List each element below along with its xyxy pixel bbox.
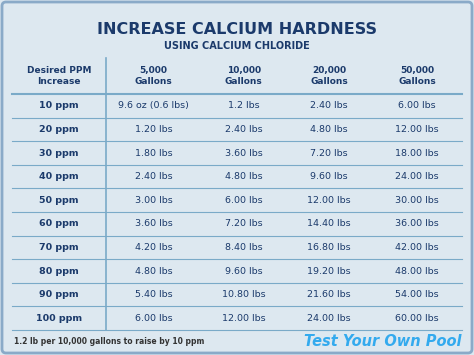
Text: 10.80 lbs: 10.80 lbs <box>222 290 265 299</box>
Text: 36.00 lbs: 36.00 lbs <box>395 219 439 228</box>
Text: 24.00 lbs: 24.00 lbs <box>395 172 439 181</box>
Text: 7.20 lbs: 7.20 lbs <box>310 148 348 158</box>
Text: 2.40 lbs: 2.40 lbs <box>310 101 348 110</box>
Text: 3.60 lbs: 3.60 lbs <box>135 219 173 228</box>
Text: 3.60 lbs: 3.60 lbs <box>225 148 263 158</box>
Text: 20,000
Gallons: 20,000 Gallons <box>310 66 348 86</box>
Text: 19.20 lbs: 19.20 lbs <box>308 267 351 275</box>
Text: 7.20 lbs: 7.20 lbs <box>225 219 263 228</box>
Text: 12.00 lbs: 12.00 lbs <box>308 196 351 205</box>
Text: 5.40 lbs: 5.40 lbs <box>135 290 173 299</box>
Text: 54.00 lbs: 54.00 lbs <box>395 290 439 299</box>
Text: 48.00 lbs: 48.00 lbs <box>395 267 439 275</box>
Text: 80 ppm: 80 ppm <box>39 267 79 275</box>
Text: 18.00 lbs: 18.00 lbs <box>395 148 439 158</box>
Text: 9.60 lbs: 9.60 lbs <box>225 267 263 275</box>
Text: 50 ppm: 50 ppm <box>39 196 79 205</box>
Text: 4.80 lbs: 4.80 lbs <box>225 172 263 181</box>
Text: USING CALCIUM CHLORIDE: USING CALCIUM CHLORIDE <box>164 41 310 51</box>
Text: 10,000
Gallons: 10,000 Gallons <box>225 66 263 86</box>
Text: 6.00 lbs: 6.00 lbs <box>398 101 436 110</box>
Text: 4.80 lbs: 4.80 lbs <box>310 125 348 134</box>
Text: 1.2 lbs: 1.2 lbs <box>228 101 260 110</box>
Text: 60.00 lbs: 60.00 lbs <box>395 314 439 323</box>
Text: 2.40 lbs: 2.40 lbs <box>135 172 173 181</box>
Text: 24.00 lbs: 24.00 lbs <box>308 314 351 323</box>
Text: 2.40 lbs: 2.40 lbs <box>225 125 263 134</box>
Text: 30 ppm: 30 ppm <box>39 148 79 158</box>
Text: 1.2 lb per 10,000 gallons to raise by 10 ppm: 1.2 lb per 10,000 gallons to raise by 10… <box>14 338 204 346</box>
Text: Desired PPM
Increase: Desired PPM Increase <box>27 66 91 86</box>
Text: 40 ppm: 40 ppm <box>39 172 79 181</box>
Text: 60 ppm: 60 ppm <box>39 219 79 228</box>
Text: 3.00 lbs: 3.00 lbs <box>135 196 173 205</box>
Text: 9.60 lbs: 9.60 lbs <box>310 172 348 181</box>
Text: 8.40 lbs: 8.40 lbs <box>225 243 263 252</box>
Text: Test Your Own Pool: Test Your Own Pool <box>304 334 462 350</box>
Text: 70 ppm: 70 ppm <box>39 243 79 252</box>
Text: 21.60 lbs: 21.60 lbs <box>308 290 351 299</box>
Text: 4.80 lbs: 4.80 lbs <box>135 267 173 275</box>
Text: 12.00 lbs: 12.00 lbs <box>395 125 439 134</box>
Text: 5,000
Gallons: 5,000 Gallons <box>135 66 173 86</box>
Text: 12.00 lbs: 12.00 lbs <box>222 314 265 323</box>
Text: 42.00 lbs: 42.00 lbs <box>395 243 439 252</box>
Text: 16.80 lbs: 16.80 lbs <box>308 243 351 252</box>
Text: INCREASE CALCIUM HARDNESS: INCREASE CALCIUM HARDNESS <box>97 22 377 37</box>
Text: 100 ppm: 100 ppm <box>36 314 82 323</box>
Text: 14.40 lbs: 14.40 lbs <box>308 219 351 228</box>
Text: 1.80 lbs: 1.80 lbs <box>135 148 173 158</box>
Text: 50,000
Gallons: 50,000 Gallons <box>398 66 436 86</box>
Text: 6.00 lbs: 6.00 lbs <box>225 196 263 205</box>
Text: 10 ppm: 10 ppm <box>39 101 79 110</box>
Text: 30.00 lbs: 30.00 lbs <box>395 196 439 205</box>
Text: 20 ppm: 20 ppm <box>39 125 79 134</box>
Text: 4.20 lbs: 4.20 lbs <box>135 243 173 252</box>
Text: 1.20 lbs: 1.20 lbs <box>135 125 173 134</box>
Text: 6.00 lbs: 6.00 lbs <box>135 314 173 323</box>
Text: 90 ppm: 90 ppm <box>39 290 79 299</box>
Text: 9.6 oz (0.6 lbs): 9.6 oz (0.6 lbs) <box>118 101 189 110</box>
